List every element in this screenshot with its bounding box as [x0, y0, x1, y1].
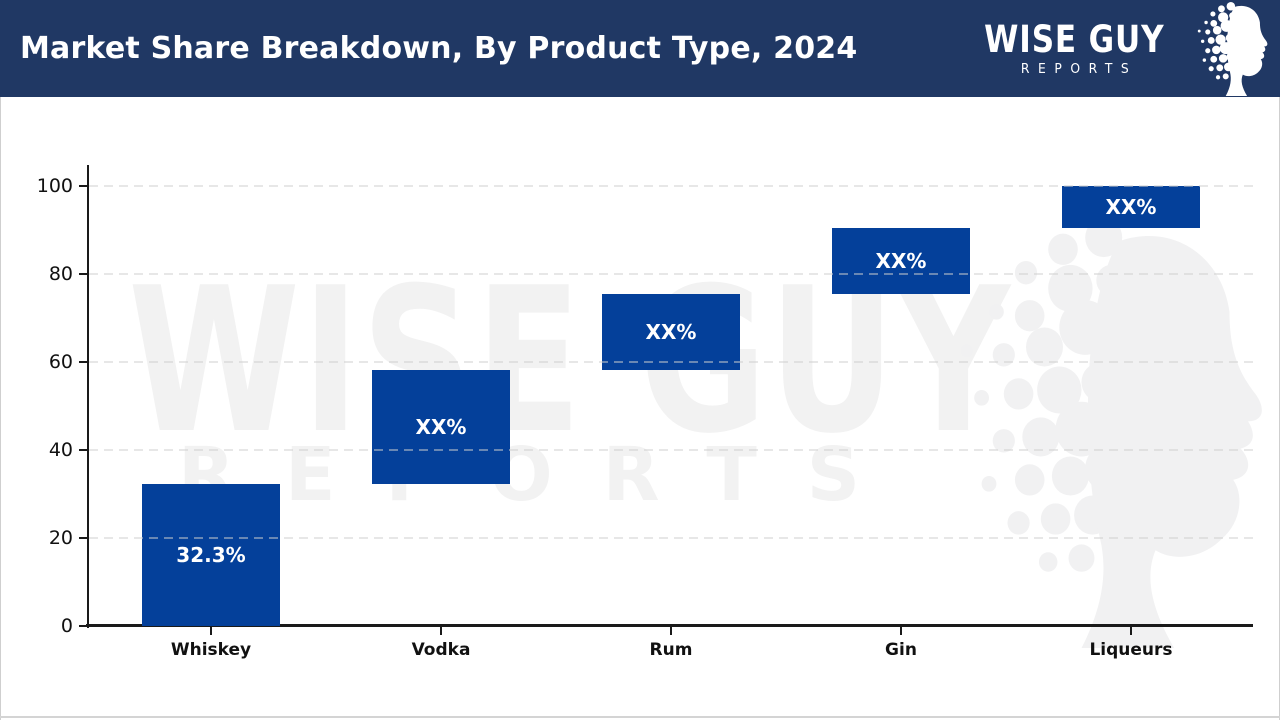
y-tick-mark — [79, 449, 87, 451]
x-tick-mark — [900, 627, 902, 635]
bar-value-label: XX% — [645, 320, 697, 345]
header-bar: Market Share Breakdown, By Product Type,… — [0, 0, 1280, 97]
x-axis-line — [86, 624, 1253, 627]
y-tick-mark — [79, 273, 87, 275]
bar-whiskey — [142, 483, 280, 626]
y-tick-label: 100 — [36, 175, 73, 197]
x-tick-mark — [440, 627, 442, 635]
x-tick-label: Whiskey — [170, 640, 252, 660]
x-tick-label: Vodka — [411, 640, 471, 660]
y-tick-mark — [79, 185, 87, 187]
gridline — [89, 537, 1253, 539]
bar-value-label: XX% — [875, 249, 927, 274]
logo-wordmark: WISE GUY — [984, 17, 1165, 61]
bar-rum — [602, 294, 740, 370]
x-tick-label: Liqueurs — [1089, 640, 1173, 660]
wiseguy-head-icon — [1186, 2, 1274, 96]
y-tick-mark — [79, 537, 87, 539]
y-tick-label: 20 — [48, 527, 73, 549]
y-tick-mark — [79, 625, 87, 627]
y-tick-label: 40 — [48, 439, 73, 461]
gridline — [89, 185, 1253, 187]
bar-value-label: 32.3% — [176, 542, 246, 567]
page-border-bottom — [0, 716, 1280, 718]
y-tick-label: 0 — [60, 615, 73, 637]
x-tick-label: Gin — [885, 640, 917, 660]
bar-vodka — [372, 369, 510, 484]
y-tick-mark — [79, 361, 87, 363]
bar-liqueurs — [1062, 186, 1200, 228]
brand-logo: WISE GUY REPORTS — [967, 0, 1274, 97]
logo-subtext: REPORTS — [1020, 61, 1138, 77]
y-tick-label: 60 — [48, 351, 73, 373]
bar-value-label: XX% — [415, 414, 467, 439]
bar-value-label: XX% — [1105, 194, 1157, 219]
gridline — [89, 449, 1253, 451]
x-tick-mark — [670, 627, 672, 635]
page-title: Market Share Breakdown, By Product Type,… — [20, 31, 858, 66]
gridline — [89, 273, 1253, 275]
brand-logo-text: WISE GUY REPORTS — [967, 21, 1182, 77]
x-tick-label: Rum — [649, 640, 693, 660]
gridline — [89, 361, 1253, 363]
x-tick-mark — [1130, 627, 1132, 635]
bar-gin — [832, 227, 970, 295]
x-tick-mark — [210, 627, 212, 635]
y-axis-line — [87, 165, 89, 628]
page-border-left — [0, 97, 1, 720]
y-tick-label: 80 — [48, 263, 73, 285]
